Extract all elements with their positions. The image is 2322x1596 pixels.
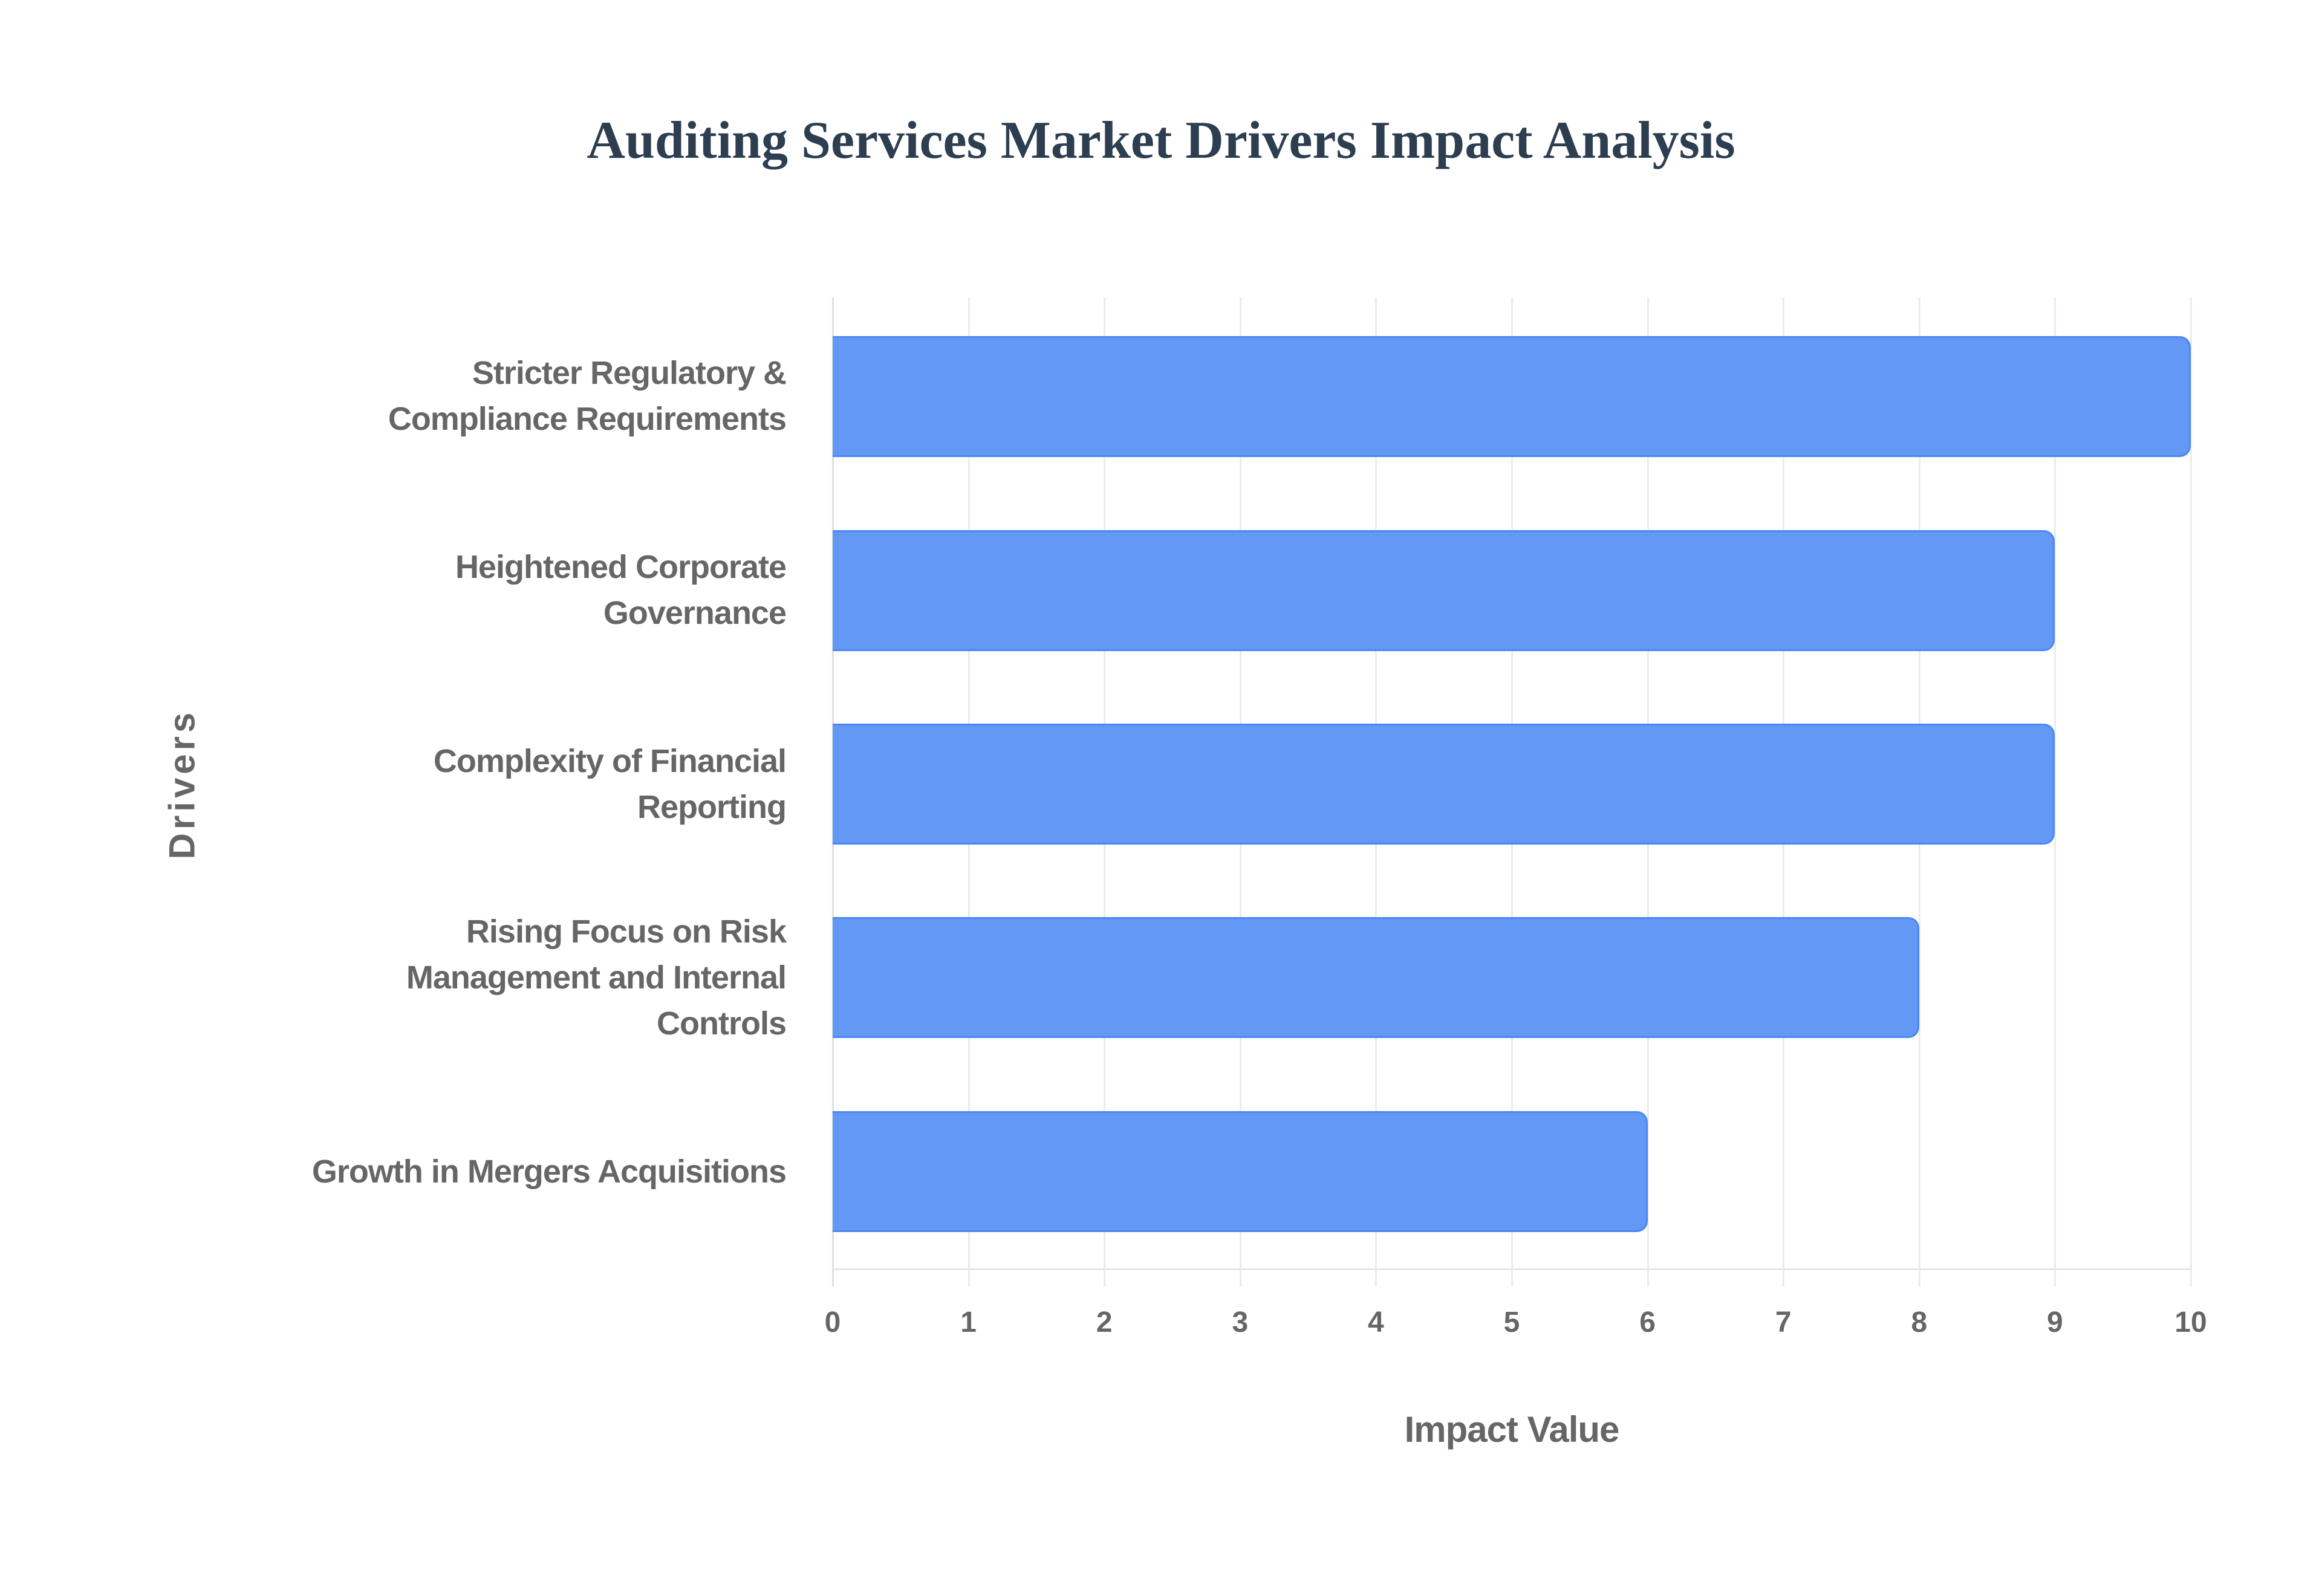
label-line: Reporting bbox=[637, 789, 787, 825]
x-tick-4: 4 bbox=[1368, 1306, 1384, 1338]
category-label-financial-reporting: Complexity of Financial Reporting bbox=[121, 738, 787, 830]
label-line: Governance bbox=[603, 595, 787, 631]
x-tick-7: 7 bbox=[1775, 1306, 1792, 1338]
x-tick-3: 3 bbox=[1232, 1306, 1249, 1338]
category-label-stricter-regulatory: Stricter Regulatory & Compliance Require… bbox=[121, 350, 787, 442]
category-label-risk-management: Rising Focus on Risk Management and Inte… bbox=[121, 909, 787, 1046]
bar-risk-management[interactable] bbox=[833, 917, 1919, 1038]
category-label-mergers-acquisitions: Growth in Mergers Acquisitions bbox=[121, 1149, 787, 1195]
gridline-10 bbox=[2190, 297, 2192, 1286]
label-line: Compliance Requirements bbox=[388, 401, 787, 437]
x-tick-6: 6 bbox=[1639, 1306, 1656, 1338]
gridline-9 bbox=[2054, 297, 2057, 1286]
bar-corporate-governance[interactable] bbox=[833, 530, 2055, 651]
label-line: Complexity of Financial bbox=[433, 743, 787, 779]
x-tick-8: 8 bbox=[1911, 1306, 1928, 1338]
x-axis-title: Impact Value bbox=[1404, 1409, 1620, 1450]
x-tick-5: 5 bbox=[1503, 1306, 1520, 1338]
x-tick-2: 2 bbox=[1096, 1306, 1113, 1338]
label-line: Controls bbox=[657, 1005, 787, 1042]
bar-mergers-acquisitions[interactable] bbox=[833, 1111, 1648, 1232]
label-line: Stricter Regulatory & bbox=[472, 355, 787, 391]
plot-area bbox=[832, 297, 2192, 1286]
label-line: Management and Internal bbox=[406, 959, 787, 996]
label-line: Growth in Mergers Acquisitions bbox=[311, 1153, 787, 1190]
x-axis-line bbox=[833, 1268, 2191, 1270]
x-tick-9: 9 bbox=[2047, 1306, 2063, 1338]
category-label-corporate-governance: Heightened Corporate Governance bbox=[121, 544, 787, 636]
x-tick-1: 1 bbox=[960, 1306, 977, 1338]
chart-title: Auditing Services Market Drivers Impact … bbox=[587, 111, 1735, 170]
label-line: Heightened Corporate bbox=[455, 549, 787, 585]
bar-financial-reporting[interactable] bbox=[833, 724, 2055, 845]
x-tick-10: 10 bbox=[2174, 1306, 2207, 1338]
label-line: Rising Focus on Risk bbox=[466, 913, 787, 950]
x-tick-0: 0 bbox=[824, 1306, 841, 1338]
bar-stricter-regulatory[interactable] bbox=[833, 336, 2191, 457]
